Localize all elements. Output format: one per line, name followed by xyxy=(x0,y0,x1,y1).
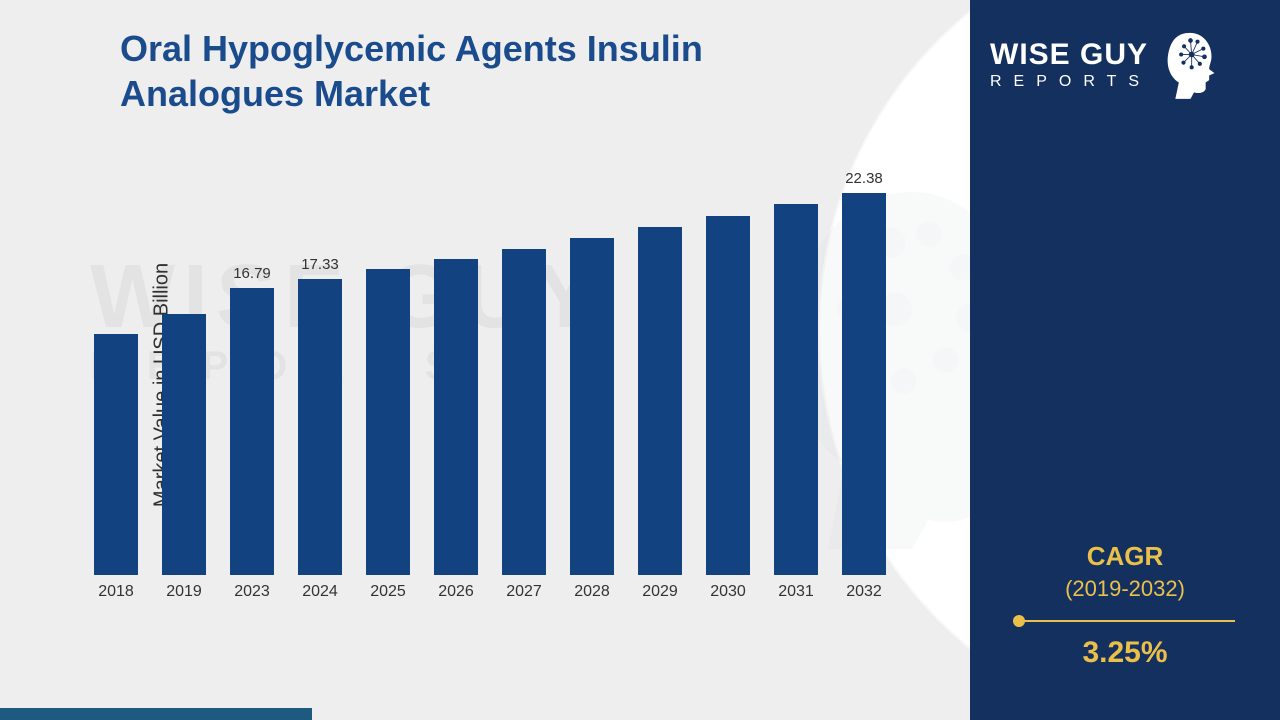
bar xyxy=(774,204,818,575)
chart-title: Oral Hypoglycemic Agents Insulin Analogu… xyxy=(120,26,820,116)
x-tick-label: 2023 xyxy=(222,583,282,601)
x-tick-label: 2031 xyxy=(766,583,826,601)
cagr-divider xyxy=(1015,620,1235,622)
brand-sub: REPORTS xyxy=(990,74,1151,90)
bar xyxy=(162,314,206,575)
cagr-block: CAGR (2019-2032) 3.25% xyxy=(970,541,1280,670)
x-tick-label: 2019 xyxy=(154,583,214,601)
cagr-label: CAGR xyxy=(970,541,1280,572)
brand-logo-text: WISE GUY REPORTS xyxy=(990,40,1151,90)
bar xyxy=(842,193,886,575)
bar xyxy=(502,249,546,575)
x-tick-label: 2024 xyxy=(290,583,350,601)
cagr-range: (2019-2032) xyxy=(970,576,1280,602)
bar xyxy=(230,288,274,575)
x-tick-label: 2030 xyxy=(698,583,758,601)
x-tick-label: 2028 xyxy=(562,583,622,601)
report-infographic: WISE GUY REPORTS WISE GUY REPORTS xyxy=(0,0,1280,720)
x-tick-label: 2032 xyxy=(834,583,894,601)
cagr-value: 3.25% xyxy=(970,636,1280,670)
bar xyxy=(94,334,138,575)
bar xyxy=(298,279,342,575)
bar xyxy=(570,238,614,575)
x-tick-label: 2018 xyxy=(86,583,146,601)
brand-head-icon xyxy=(1157,30,1217,100)
x-tick-label: 2029 xyxy=(630,583,690,601)
bar xyxy=(366,269,410,575)
bar-chart: Market Value in USD Billion 16.7917.3322… xyxy=(90,165,900,605)
footer-accent-bar xyxy=(0,708,312,720)
brand-name: WISE GUY xyxy=(990,40,1151,70)
bar xyxy=(706,216,750,575)
bar-value-label: 16.79 xyxy=(217,265,287,282)
bar-value-label: 22.38 xyxy=(829,170,899,187)
x-tick-label: 2025 xyxy=(358,583,418,601)
plot-area: 16.7917.33 22.38 xyxy=(90,165,900,575)
x-tick-label: 2026 xyxy=(426,583,486,601)
bar-value-label: 17.33 xyxy=(285,256,355,273)
bar xyxy=(434,259,478,575)
x-tick-label: 2027 xyxy=(494,583,554,601)
bar xyxy=(638,227,682,575)
brand-logo: WISE GUY REPORTS xyxy=(990,25,1250,105)
